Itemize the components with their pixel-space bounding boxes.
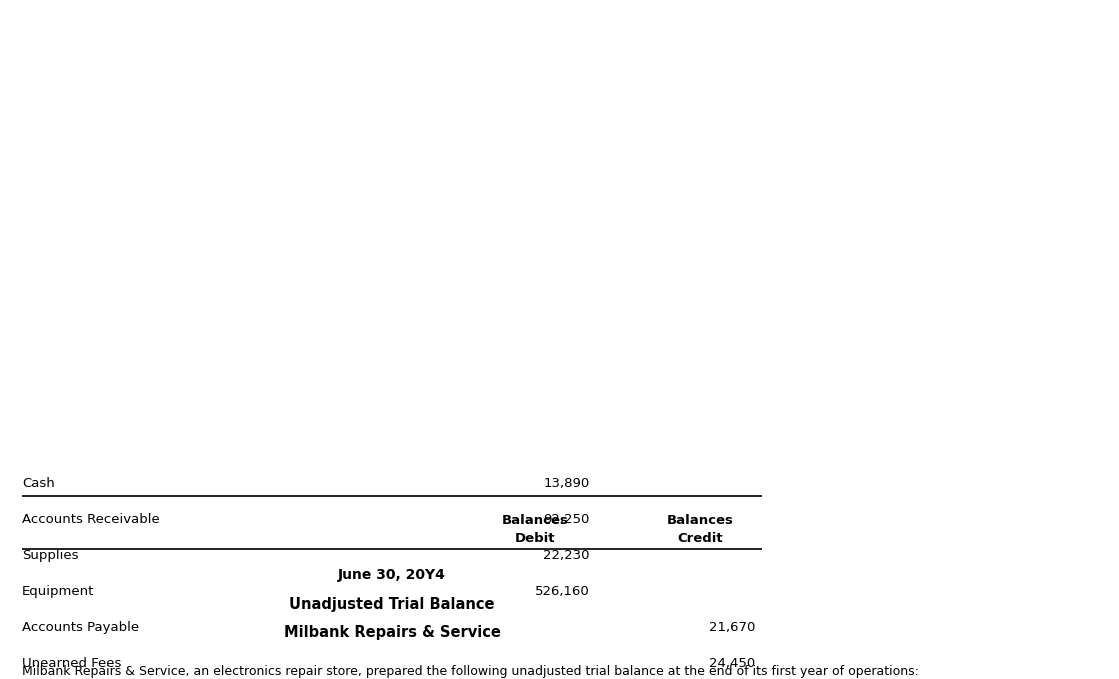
Text: Milbank Repairs & Service: Milbank Repairs & Service <box>283 625 500 640</box>
Text: Debit: Debit <box>515 532 555 545</box>
Text: 24,450: 24,450 <box>708 657 755 670</box>
Text: 526,160: 526,160 <box>535 585 590 598</box>
Text: 21,670: 21,670 <box>708 621 755 634</box>
Text: Accounts Payable: Accounts Payable <box>22 621 139 634</box>
Text: 92,250: 92,250 <box>544 513 590 526</box>
Text: Equipment: Equipment <box>22 585 94 598</box>
Text: 13,890: 13,890 <box>544 477 590 490</box>
Text: Balances: Balances <box>667 514 733 527</box>
Text: Unadjusted Trial Balance: Unadjusted Trial Balance <box>289 597 495 612</box>
Text: Balances: Balances <box>501 514 568 527</box>
Text: Unearned Fees: Unearned Fees <box>22 657 121 670</box>
Text: Accounts Receivable: Accounts Receivable <box>22 513 160 526</box>
Text: Credit: Credit <box>677 532 723 545</box>
Text: June 30, 20Y4: June 30, 20Y4 <box>338 568 446 582</box>
Text: 22,230: 22,230 <box>544 549 590 562</box>
Text: Milbank Repairs & Service, an electronics repair store, prepared the following u: Milbank Repairs & Service, an electronic… <box>22 665 919 678</box>
Text: Supplies: Supplies <box>22 549 78 562</box>
Text: Cash: Cash <box>22 477 55 490</box>
